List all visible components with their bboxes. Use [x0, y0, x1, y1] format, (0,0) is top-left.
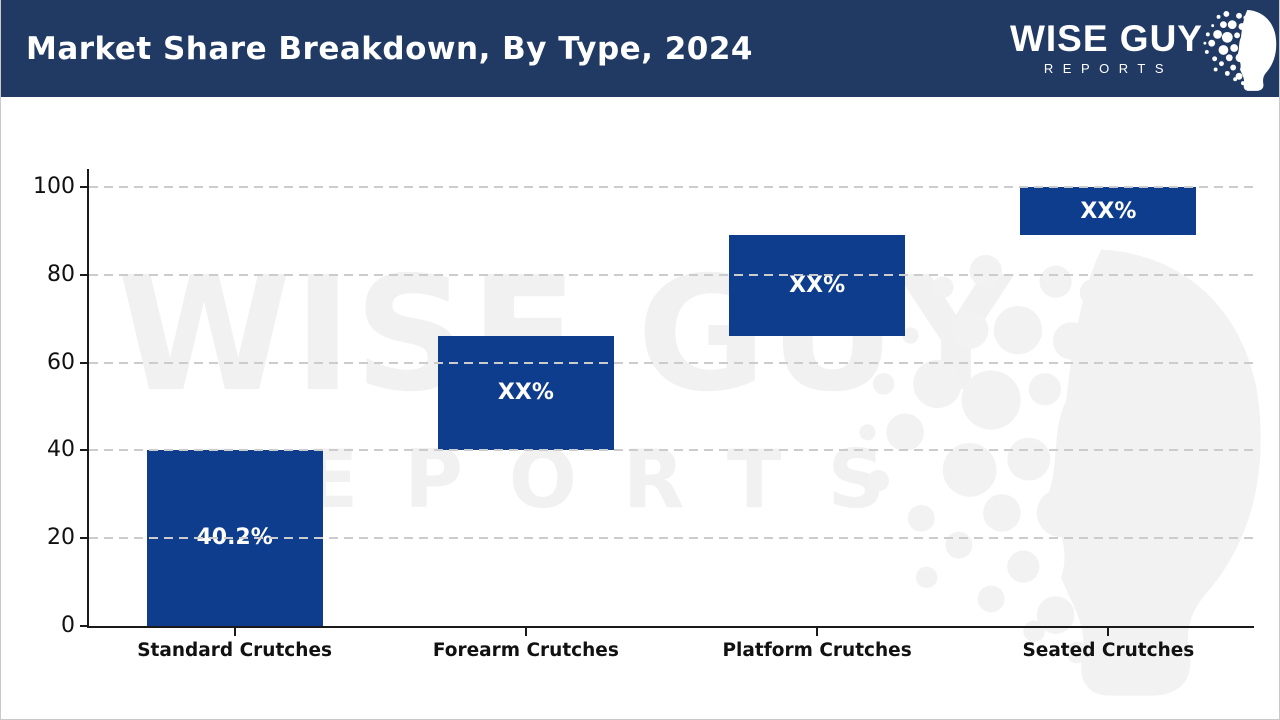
- y-axis-tick: [80, 537, 87, 540]
- y-axis-tick-label: 80: [47, 261, 75, 287]
- watermark-face-icon: [859, 249, 1261, 696]
- y-axis-line: [87, 169, 89, 628]
- y-axis-tick: [80, 625, 87, 627]
- x-axis-category-label: Standard Crutches: [137, 640, 332, 661]
- logo-subtitle: REPORTS: [1043, 61, 1174, 76]
- page-title: Market Share Breakdown, By Type, 2024: [26, 30, 754, 67]
- x-axis-tick: [816, 628, 819, 636]
- bar-forearm-crutches: XX%: [437, 336, 614, 450]
- y-axis-tick-label: 0: [61, 613, 75, 638]
- y-axis-tick: [80, 186, 87, 188]
- y-axis-tick: [80, 273, 87, 276]
- x-axis-tick: [233, 628, 236, 636]
- bar-platform-crutches: XX%: [729, 235, 906, 337]
- x-axis-line: [87, 626, 1254, 628]
- y-axis-tick: [80, 361, 87, 364]
- logo-wordmark: WISE GUY: [1009, 18, 1203, 59]
- y-axis-tick: [80, 449, 87, 452]
- y-gridline: [89, 273, 1254, 276]
- bar-seated-crutches: XX%: [1020, 187, 1197, 236]
- bar-value-label: XX%: [789, 273, 846, 299]
- y-gridline: [89, 361, 1254, 364]
- y-gridline: [89, 449, 1254, 452]
- x-axis-category-label: Seated Crutches: [1022, 640, 1195, 661]
- y-gridline: [89, 537, 1254, 540]
- bar-value-label: XX%: [497, 380, 554, 406]
- y-axis-tick-label: 60: [47, 349, 75, 375]
- wiseguy-face-logo-icon: [1203, 10, 1277, 91]
- x-axis-tick: [1107, 628, 1110, 636]
- y-axis-tick-label: 20: [47, 525, 75, 551]
- y-axis-tick-label: 40: [47, 437, 75, 463]
- header-bar: Market Share Breakdown, By Type, 2024 WI…: [1, 0, 1279, 97]
- x-axis-tick: [524, 628, 527, 636]
- bar-value-label: XX%: [1080, 198, 1137, 224]
- y-axis-tick-label: 100: [33, 174, 75, 199]
- wiseguy-logo-text: WISE GUY REPORTS: [1010, 20, 1203, 76]
- x-axis-category-label: Platform Crutches: [722, 640, 912, 661]
- x-axis-category-label: Forearm Crutches: [432, 640, 619, 661]
- y-gridline: [89, 186, 1254, 188]
